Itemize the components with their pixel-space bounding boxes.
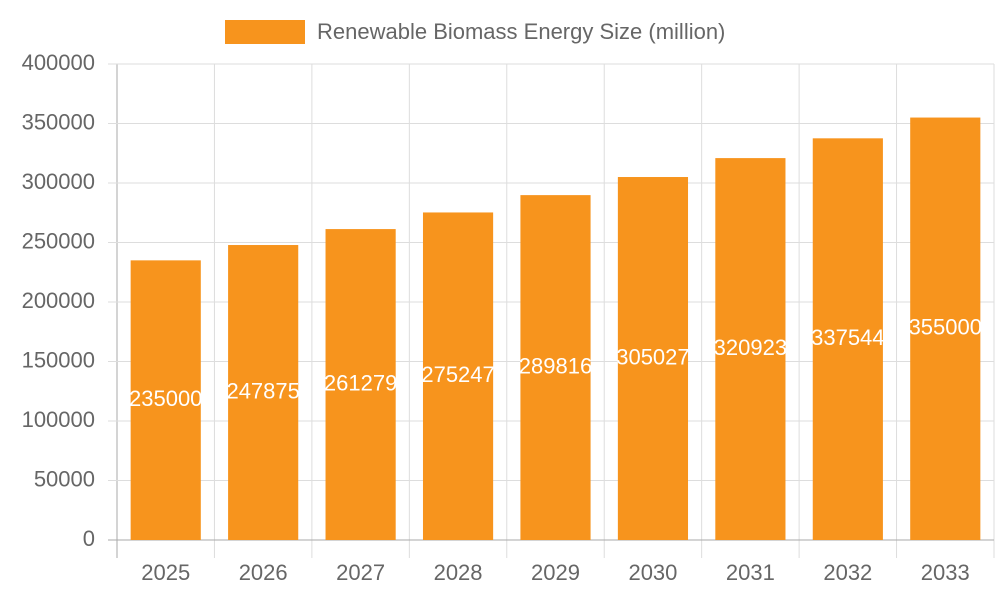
x-tick-label: 2031 — [726, 560, 775, 585]
bar — [422, 212, 494, 541]
y-tick-label: 100000 — [22, 407, 95, 432]
y-tick-label: 200000 — [22, 288, 95, 313]
data-label: 289816 — [519, 353, 592, 378]
data-label: 305027 — [616, 344, 689, 369]
bar — [228, 245, 299, 540]
x-tick-label: 2026 — [239, 560, 288, 585]
x-tick-label: 2028 — [434, 560, 483, 585]
x-tick-label: 2029 — [531, 560, 580, 585]
legend-swatch — [225, 20, 305, 44]
data-label: 275247 — [421, 362, 494, 387]
y-tick-label: 50000 — [34, 466, 95, 491]
bar — [617, 177, 689, 540]
data-label: 355000 — [909, 315, 982, 340]
bar — [812, 138, 883, 541]
x-tick-label: 2025 — [141, 560, 190, 585]
data-label: 235000 — [129, 386, 202, 411]
x-tick-label: 2033 — [921, 560, 970, 585]
y-tick-label: 250000 — [22, 228, 95, 253]
x-tick-label: 2032 — [823, 560, 872, 585]
bar — [130, 260, 201, 540]
bar — [910, 117, 981, 541]
legend-label: Renewable Biomass Energy Size (million) — [317, 19, 725, 44]
y-tick-label: 300000 — [22, 169, 95, 194]
y-tick-label: 0 — [83, 526, 95, 551]
x-tick-label: 2027 — [336, 560, 385, 585]
bar — [325, 229, 396, 540]
data-label: 261279 — [324, 370, 397, 395]
y-tick-label: 350000 — [22, 109, 95, 134]
data-label: 247875 — [226, 378, 299, 403]
y-tick-label: 150000 — [22, 347, 95, 372]
x-tick-label: 2030 — [628, 560, 677, 585]
data-label: 320923 — [714, 335, 787, 360]
data-label: 337544 — [811, 325, 884, 350]
y-tick-label: 400000 — [22, 50, 95, 75]
bar — [715, 158, 786, 540]
bar — [520, 195, 591, 540]
